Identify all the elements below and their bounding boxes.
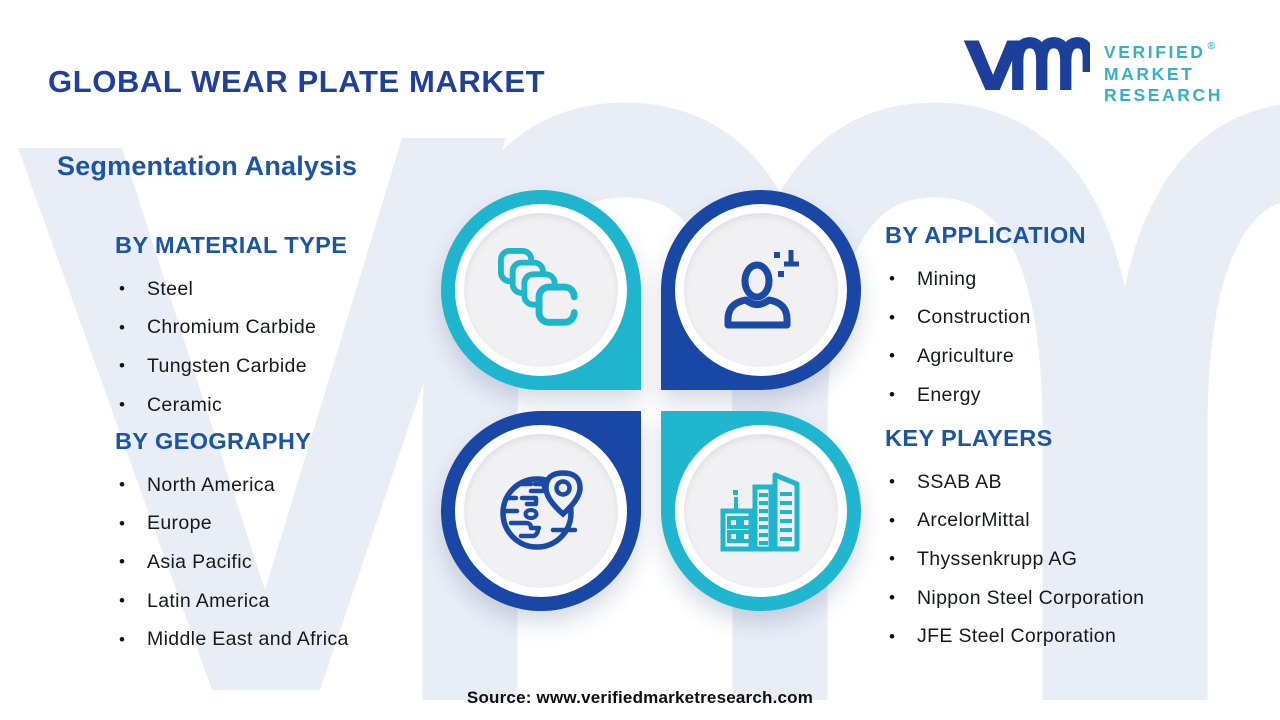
bullet-icon: •	[889, 385, 896, 405]
list-item-label: Mining	[917, 267, 977, 290]
bullet-icon: •	[119, 591, 126, 611]
bullet-icon: •	[889, 472, 896, 492]
list-item-label: SSAB AB	[917, 470, 1002, 493]
list-item: • Chromium Carbide	[115, 309, 495, 348]
bullet-icon: •	[119, 356, 126, 376]
list-item-label: Steel	[147, 277, 194, 300]
application-badge	[661, 190, 861, 390]
plates-icon	[497, 247, 578, 326]
bullet-icon: •	[119, 317, 126, 337]
badge-face	[464, 434, 618, 588]
material-type-badge	[441, 190, 641, 390]
geography-badge	[441, 411, 641, 611]
list-item: • ArcelorMittal	[885, 502, 1265, 541]
bullet-icon: •	[889, 626, 896, 646]
list-item: • SSAB AB	[885, 463, 1265, 502]
bullet-icon: •	[889, 510, 896, 530]
section-key-players: KEY PLAYERS • SSAB AB • ArcelorMittal • Thy…	[885, 424, 1265, 656]
bullet-icon: •	[889, 269, 896, 289]
bullet-icon: •	[889, 549, 896, 569]
bullet-icon: •	[119, 279, 126, 299]
list-item-label: Nippon Steel Corporation	[917, 586, 1145, 609]
list-item: • Construction	[885, 299, 1265, 338]
bullet-icon: •	[119, 513, 126, 533]
section-title: KEY PLAYERS	[885, 425, 1053, 451]
bullet-icon: •	[889, 346, 896, 366]
list-item: • Agriculture	[885, 337, 1265, 376]
section-title: BY GEOGRAPHY	[115, 428, 312, 454]
bullet-icon: •	[119, 475, 126, 495]
list-item-label: Thyssenkrupp AG	[917, 547, 1078, 570]
section-material-type: BY MATERIAL TYPE • Steel • Chromium Carbid…	[115, 231, 495, 424]
bullet-icon: •	[889, 307, 896, 327]
bullet-icon: •	[889, 588, 896, 608]
list-item-label: Energy	[917, 383, 981, 406]
list-item: • JFE Steel Corporation	[885, 617, 1265, 656]
worker-icon	[724, 250, 799, 329]
section-application: BY APPLICATION • Mining • Construction • Ag…	[885, 221, 1265, 414]
source-line: Source: www.verifiedmarketresearch.com	[466, 688, 814, 707]
logo-line-3: RESEARCH	[1104, 85, 1224, 105]
list-item-label: Latin America	[147, 589, 270, 612]
section-geography: BY GEOGRAPHY • North America • Europe • Asi…	[115, 427, 495, 659]
list-item-label: Tungsten Carbide	[147, 354, 307, 377]
list-item: • Tungsten Carbide	[115, 347, 495, 386]
list-item: • Steel	[115, 270, 495, 309]
list-item-label: Middle East and Africa	[147, 628, 349, 651]
list-item: • Nippon Steel Corporation	[885, 579, 1265, 618]
list-item-label: Ceramic	[147, 393, 223, 416]
page-title: GLOBAL WEAR PLATE MARKET	[48, 64, 546, 99]
globe-pin-icon	[500, 470, 583, 550]
list-item-label: JFE Steel Corporation	[917, 625, 1117, 648]
subtitle: Segmentation Analysis	[57, 151, 358, 181]
list-item: • North America	[115, 466, 495, 505]
badge-face	[464, 213, 618, 367]
key-players-badge	[661, 411, 861, 611]
section-title: BY MATERIAL TYPE	[115, 232, 348, 258]
list-item: • Thyssenkrupp AG	[885, 540, 1265, 579]
bullet-icon: •	[119, 629, 126, 649]
list-item: • Asia Pacific	[115, 543, 495, 582]
list-item-label: ArcelorMittal	[917, 509, 1030, 532]
vmr-logo: VERIFIED ® MARKET RESEARCH	[962, 33, 1223, 107]
list-item-label: Asia Pacific	[147, 550, 252, 573]
buildings-icon	[720, 472, 800, 552]
logo-line-2: MARKET	[1104, 63, 1195, 84]
list-item-label: Agriculture	[917, 344, 1015, 367]
list-item-label: North America	[147, 473, 276, 496]
list-item-label: Construction	[917, 306, 1031, 329]
logo-line-1: VERIFIED	[1104, 42, 1206, 62]
list-item: • Middle East and Africa	[115, 620, 495, 659]
list-item: • Latin America	[115, 582, 495, 621]
vmr-monogram-icon	[963, 37, 1090, 90]
bullet-icon: •	[119, 395, 126, 415]
list-item: • Ceramic	[115, 386, 495, 425]
list-item: • Energy	[885, 376, 1265, 415]
list-item-label: Chromium Carbide	[147, 316, 317, 339]
badge-face	[684, 213, 838, 367]
registered-mark: ®	[1207, 41, 1215, 52]
list-item: • Europe	[115, 505, 495, 544]
badge-face	[684, 434, 838, 588]
list-item-label: Europe	[147, 512, 212, 535]
list-item: • Mining	[885, 260, 1265, 299]
logo-wordmark: VERIFIED ® MARKET RESEARCH	[1104, 36, 1223, 107]
bullet-icon: •	[119, 552, 126, 572]
section-title: BY APPLICATION	[885, 222, 1087, 248]
